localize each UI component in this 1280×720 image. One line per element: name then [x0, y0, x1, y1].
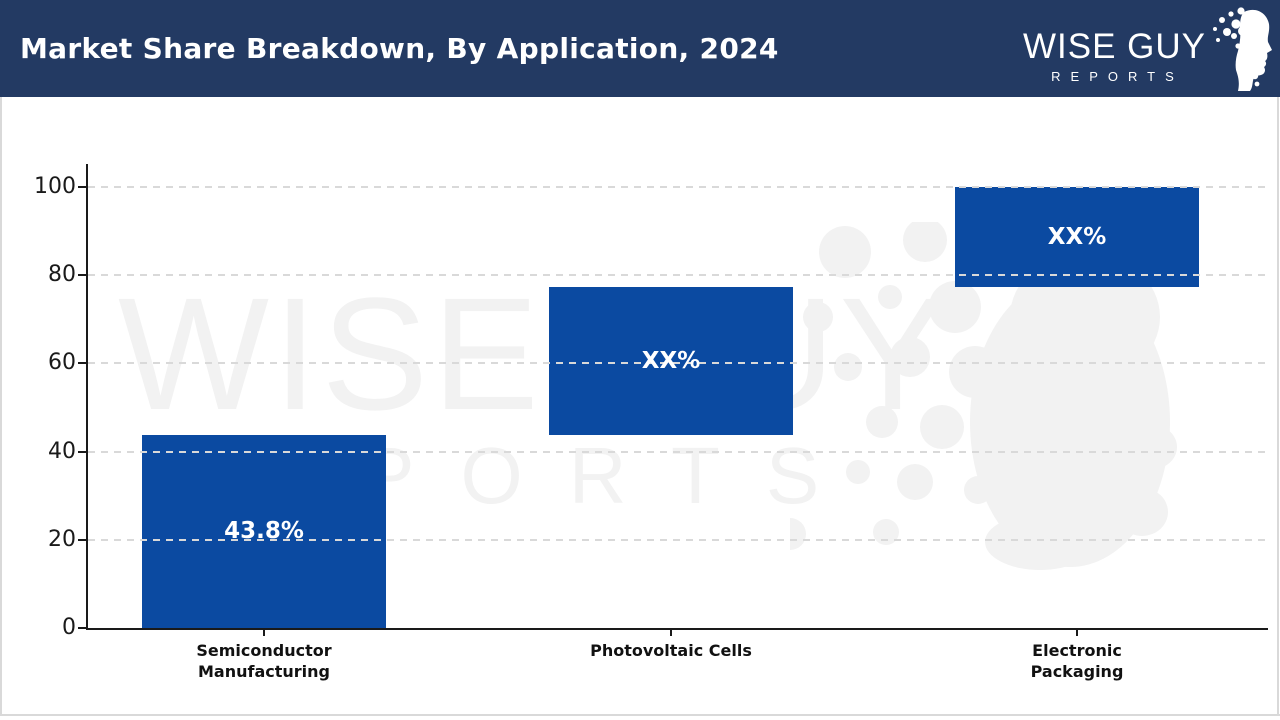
- y-tick-100: [78, 186, 86, 188]
- bar-label-1: 43.8%: [224, 518, 304, 545]
- gridline-100: [88, 186, 1266, 188]
- logo-subtext: REPORTS: [1051, 69, 1184, 84]
- watermark-wordmark: WISE GUY: [118, 264, 951, 443]
- y-tick-40: [78, 450, 86, 453]
- gridline-20: [88, 538, 1266, 541]
- gridline-60: [88, 362, 1266, 365]
- x-category-label-1: Semiconductor Manufacturing: [196, 641, 332, 682]
- page-border-bottom: [0, 714, 1280, 716]
- chart-title: Market Share Breakdown, By Application, …: [20, 32, 779, 65]
- y-tick-label-100: 100: [34, 174, 76, 199]
- x-axis-line: [86, 628, 1268, 630]
- y-tick-20: [78, 538, 86, 541]
- bar-1: [142, 434, 386, 628]
- x-tick-3: [1076, 629, 1078, 636]
- logo-wordmark: WISE GUY: [1022, 27, 1206, 66]
- bar-label-3: XX%: [1047, 224, 1107, 251]
- wiseguy-logo: WISE GUY REPORTS: [1023, 5, 1272, 91]
- wiseguy-logo-text: WISE GUY REPORTS: [1023, 29, 1206, 84]
- x-tick-2: [670, 629, 672, 636]
- y-axis-line: [86, 164, 88, 630]
- bar-label-2: XX%: [641, 347, 701, 374]
- x-category-label-2: Photovoltaic Cells: [590, 641, 752, 660]
- header: Market Share Breakdown, By Application, …: [0, 0, 1280, 97]
- x-category-label-3: Electronic Packaging: [1030, 641, 1124, 682]
- y-tick-label-0: 0: [62, 615, 76, 640]
- x-tick-1: [263, 629, 265, 636]
- page-border-right: [1277, 97, 1279, 716]
- gridline-80: [88, 274, 1266, 277]
- y-tick-label-20: 20: [48, 526, 76, 552]
- y-tick-0: [78, 627, 86, 629]
- y-tick-label-60: 60: [48, 350, 76, 376]
- bar-3: [955, 187, 1199, 288]
- watermark-head-icon: [790, 222, 1177, 570]
- bar-2: [549, 287, 793, 435]
- gridline-40: [88, 450, 1266, 453]
- y-tick-label-80: 80: [48, 262, 76, 288]
- y-tick-60: [78, 362, 86, 365]
- page-border-left: [0, 97, 2, 716]
- y-tick-label-40: 40: [48, 438, 76, 464]
- wiseguy-logo-head-icon: [1213, 7, 1272, 91]
- y-tick-80: [78, 274, 86, 277]
